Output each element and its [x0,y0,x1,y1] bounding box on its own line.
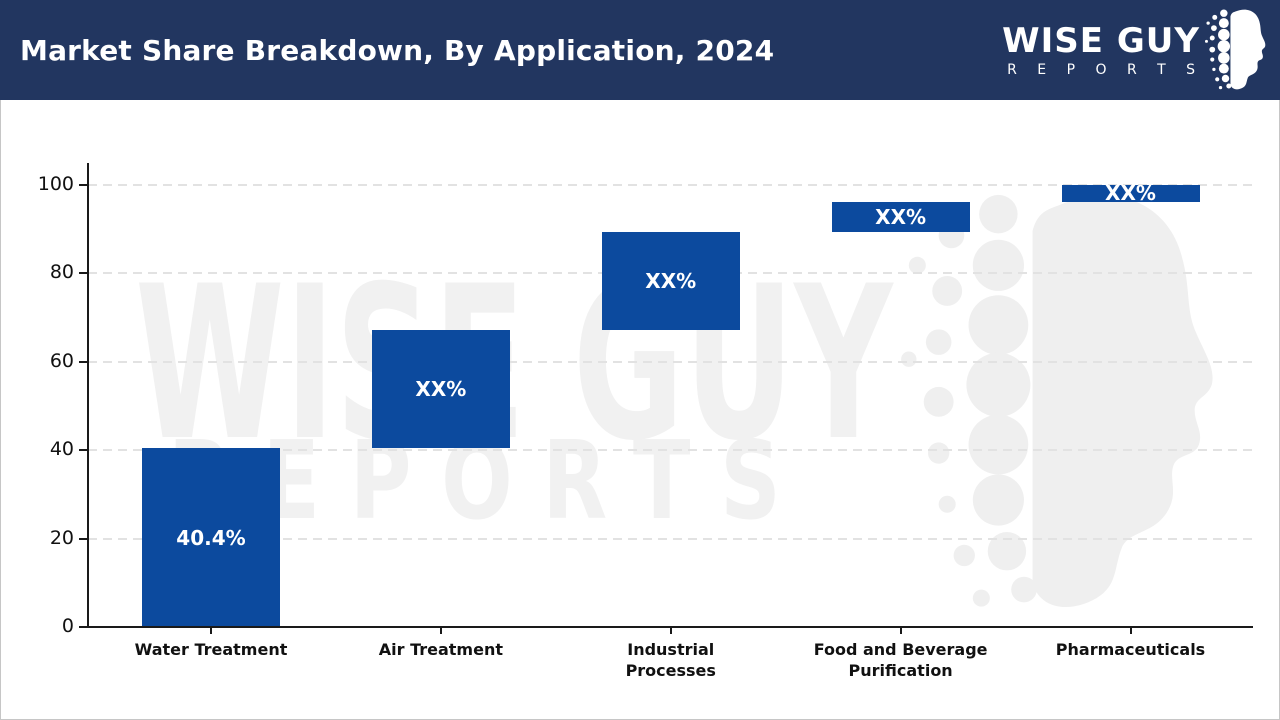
x-axis-tick [669,627,672,634]
y-axis-tick [79,626,88,628]
dotted-head-logo-icon [1204,9,1266,90]
x-axis-category-label: Food and Beverage Purification [813,640,988,680]
bar-industrial-processes: XX% [601,231,740,330]
x-axis-category-label: Pharmaceuticals [1055,640,1206,659]
x-axis-tick [899,627,902,634]
gridline-100 [88,184,1253,186]
x-axis-tick [439,627,442,634]
x-axis-category-label: Water Treatment [134,640,288,659]
y-axis-tick [79,449,88,452]
logo-subtitle: R E P O R T S [1007,61,1204,78]
y-axis-tick [79,360,88,363]
y-axis-tick-label: 60 [49,349,74,372]
y-axis-line [87,163,89,628]
x-axis-category-label: Air Treatment [378,640,503,659]
page-title: Market Share Breakdown, By Application, … [20,33,775,67]
bar-value-label: 40.4% [176,525,246,550]
y-axis-tick [79,537,88,540]
x-axis-tick [1129,627,1132,634]
logo-text: WISE GUY R E P O R T S [1002,24,1200,77]
x-axis-category-label: Industrial Processes [625,640,716,680]
bar-pharmaceuticals: XX% [1061,181,1200,205]
y-axis-tick-label: 80 [49,261,74,284]
gridline-60 [88,360,1253,363]
logo-wordmark: WISE GUY [1002,20,1200,61]
y-axis-tick-label: 40 [49,438,74,461]
x-axis-tick [210,627,212,634]
bar-air-treatment: XX% [371,329,510,449]
y-axis-tick-label: 20 [49,526,74,549]
gridline-40 [88,449,1253,452]
bar-value-label: XX% [645,268,697,293]
header-bar: Market Share Breakdown, By Application, … [0,0,1280,100]
bar-value-label: XX% [415,377,467,402]
bar-water-treatment: 40.4% [142,448,280,627]
watermark-head-icon [901,194,1213,608]
bar-food-and-beverage-purification: XX% [831,201,970,232]
y-axis-tick-label: 0 [61,615,74,637]
y-axis-tick [79,272,88,275]
watermark-wordmark: WISE GUY [135,240,893,487]
y-axis-tick-label: 100 [37,173,74,195]
bar-value-label: XX% [875,204,927,229]
x-axis-line [87,626,1253,628]
y-axis-tick [79,184,88,186]
bar-value-label: XX% [1105,181,1156,206]
wise-guy-reports-logo: WISE GUY R E P O R T S [1002,6,1280,94]
gridline-20 [88,537,1253,540]
